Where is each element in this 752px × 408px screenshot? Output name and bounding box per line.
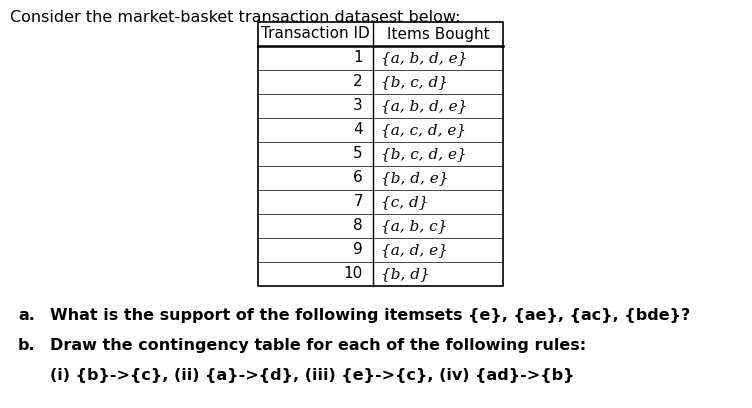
Text: 4: 4 — [353, 122, 363, 137]
Text: {b, d, e}: {b, d, e} — [381, 171, 448, 185]
Text: {b, d}: {b, d} — [381, 267, 429, 281]
Text: {a, d, e}: {a, d, e} — [381, 243, 448, 257]
Text: 2: 2 — [353, 75, 363, 89]
Text: {a, b, d, e}: {a, b, d, e} — [381, 51, 468, 65]
Text: {a, b, d, e}: {a, b, d, e} — [381, 99, 468, 113]
Text: {a, b, c}: {a, b, c} — [381, 219, 447, 233]
Text: 7: 7 — [353, 195, 363, 209]
Text: {b, c, d}: {b, c, d} — [381, 75, 448, 89]
Text: b.: b. — [18, 338, 35, 353]
Text: Draw the contingency table for each of the following rules:: Draw the contingency table for each of t… — [50, 338, 586, 353]
Text: a.: a. — [18, 308, 35, 323]
Text: 1: 1 — [353, 51, 363, 66]
Text: {c, d}: {c, d} — [381, 195, 429, 209]
Text: 5: 5 — [353, 146, 363, 162]
Text: Transaction ID: Transaction ID — [261, 27, 370, 42]
Text: (i) {b}->{c}, (ii) {a}->{d}, (iii) {e}->{c}, (iv) {ad}->{b}: (i) {b}->{c}, (ii) {a}->{d}, (iii) {e}->… — [50, 368, 575, 383]
Text: What is the support of the following itemsets {e}, {ae}, {ac}, {bde}?: What is the support of the following ite… — [50, 308, 690, 323]
Text: {a, c, d, e}: {a, c, d, e} — [381, 123, 466, 137]
Text: 8: 8 — [353, 219, 363, 233]
Text: Consider the market-basket transaction datasest below:: Consider the market-basket transaction d… — [10, 10, 460, 25]
Text: 3: 3 — [353, 98, 363, 113]
Text: Items Bought: Items Bought — [387, 27, 490, 42]
Text: 9: 9 — [353, 242, 363, 257]
Text: 6: 6 — [353, 171, 363, 186]
Text: {b, c, d, e}: {b, c, d, e} — [381, 147, 467, 161]
Text: 10: 10 — [344, 266, 363, 282]
